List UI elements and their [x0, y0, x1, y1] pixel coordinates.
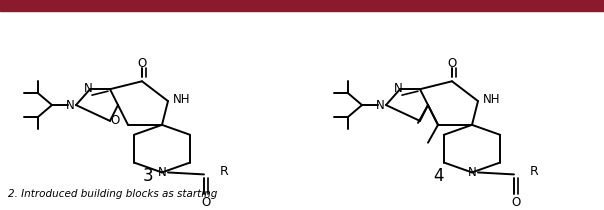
Bar	[0, 0, 604, 12]
Text: N: N	[394, 82, 402, 95]
Text: N: N	[66, 98, 74, 112]
Text: O: O	[137, 57, 147, 70]
Text: NH: NH	[173, 93, 191, 106]
Text: R: R	[220, 165, 228, 178]
Text: O: O	[448, 57, 457, 70]
Text: R: R	[530, 165, 538, 178]
Text: NH: NH	[483, 93, 501, 106]
Text: 3: 3	[143, 167, 153, 185]
Text: N: N	[158, 166, 166, 179]
Text: N: N	[83, 82, 92, 95]
Text: 4: 4	[432, 167, 443, 185]
Text: O: O	[201, 196, 211, 209]
Text: 2. Introduced building blocks as starting: 2. Introduced building blocks as startin…	[8, 189, 217, 199]
Text: O: O	[512, 196, 521, 209]
Text: N: N	[467, 166, 477, 179]
Text: N: N	[376, 98, 384, 112]
Text: O: O	[111, 114, 120, 127]
